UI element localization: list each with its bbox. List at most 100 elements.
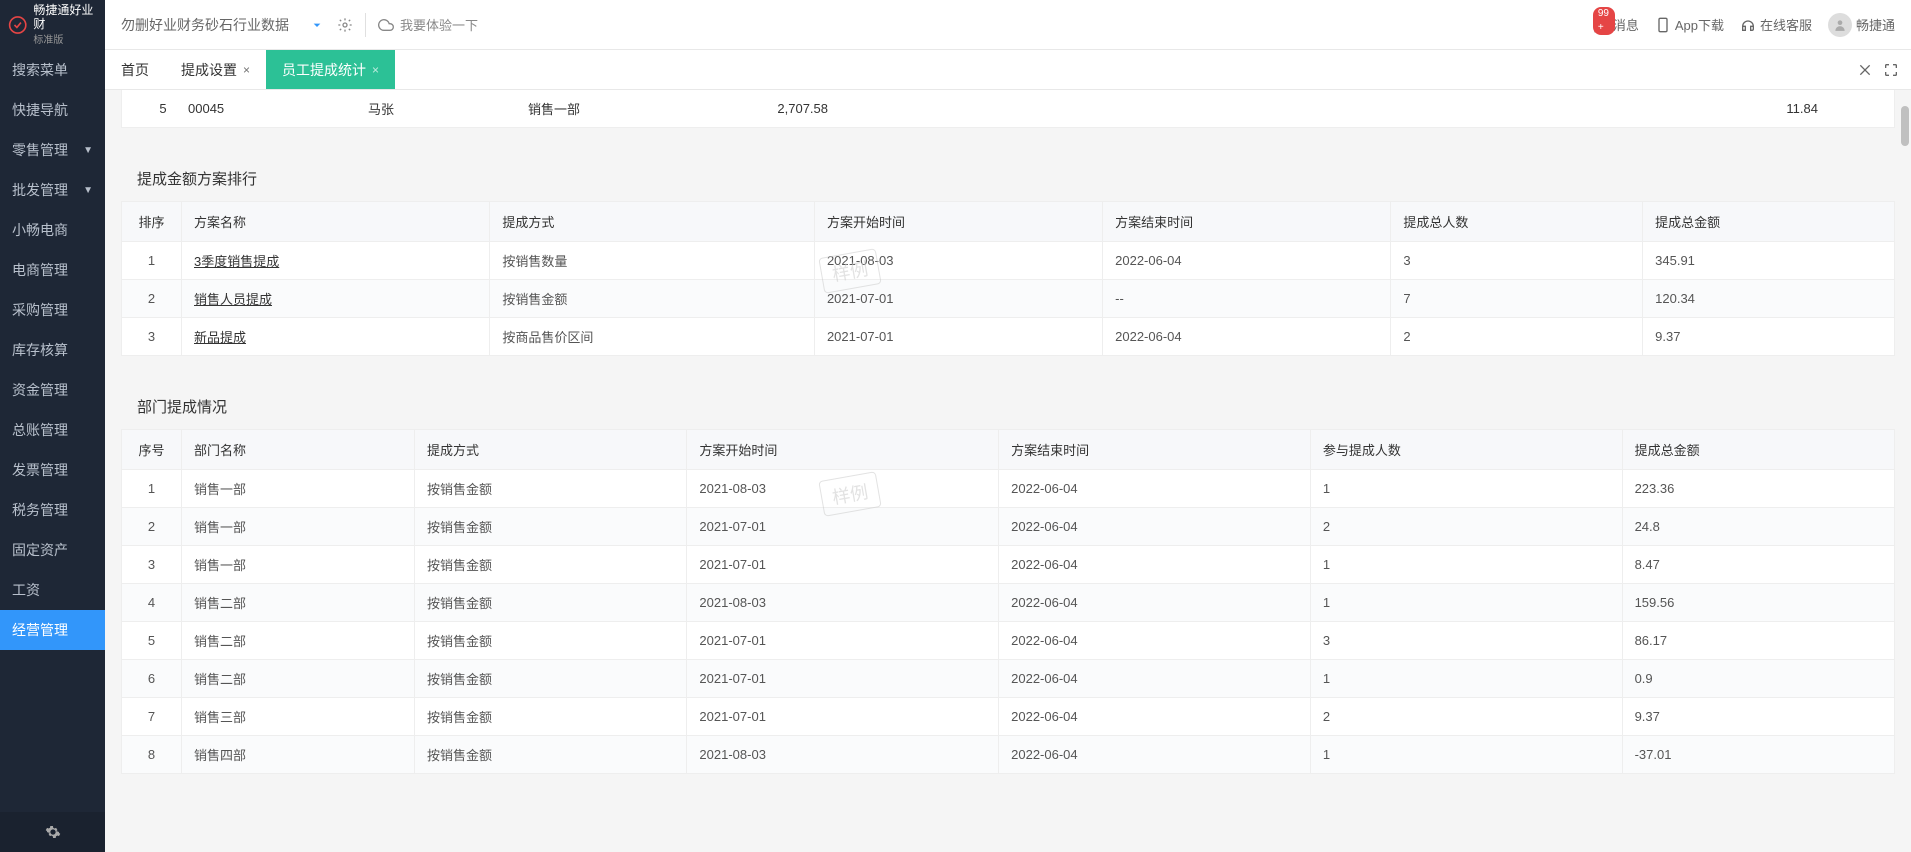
app-edition: 标准版 [33,31,97,46]
sidebar-item-label: 资金管理 [12,380,68,400]
cell-rank: 3 [122,318,182,356]
plan-link[interactable]: 3季度销售提成 [194,254,279,269]
cloud-icon [378,17,394,33]
table-row: 3新品提成按商品售价区间2021-07-012022-06-0429.37 [122,318,1895,356]
table-row: 6销售二部按销售金额2021-07-012022-06-0410.9 [122,660,1895,698]
cell-people: 2 [1310,508,1622,546]
column-header: 序号 [122,430,182,470]
divider [365,13,366,37]
cell-amount: 9.37 [1622,698,1894,736]
cell-end: 2022-06-04 [999,508,1311,546]
sidebar-item-13[interactable]: 工资 [0,570,105,610]
table-row: 2销售一部按销售金额2021-07-012022-06-04224.8 [122,508,1895,546]
cell-start: 2021-07-01 [687,508,999,546]
sidebar-item-14[interactable]: 经营管理 [0,610,105,650]
cell-method: 按销售金额 [415,584,687,622]
cell-rank: 8 [122,736,182,774]
cell-end: 2022-06-04 [1103,242,1391,280]
cell-people: 1 [1310,584,1622,622]
sidebar-item-label: 发票管理 [12,460,68,480]
sidebar-item-5[interactable]: 电商管理 [0,250,105,290]
plan-link[interactable]: 销售人员提成 [194,292,272,307]
tab-1[interactable]: 提成设置 × [165,50,266,89]
cell-end: 2022-06-04 [999,584,1311,622]
cell-start: 2021-08-03 [687,584,999,622]
cell-amount: 120.34 [1643,280,1895,318]
column-header: 提成方式 [415,430,687,470]
settings-icon[interactable] [337,17,353,33]
cell-people: 2 [1310,698,1622,736]
plans-table: 排序方案名称提成方式方案开始时间方案结束时间提成总人数提成总金额 13季度销售提… [121,201,1895,356]
close-icon[interactable]: × [243,63,250,77]
sidebar-item-10[interactable]: 发票管理 [0,450,105,490]
cell-people: 1 [1310,546,1622,584]
cell-people: 2 [1391,318,1643,356]
fullscreen-icon[interactable] [1883,62,1899,78]
main: 勿删好业财务砂石行业数据 我要体验一下 消息 99 + App下载 [105,0,1911,852]
sidebar-item-3[interactable]: 批发管理▼ [0,170,105,210]
cell-start: 2021-07-01 [814,280,1102,318]
settings-button[interactable] [0,812,105,852]
sidebar-item-label: 库存核算 [12,340,68,360]
dept-cell: 销售一部 [528,99,688,118]
sidebar-item-8[interactable]: 资金管理 [0,370,105,410]
sidebar-item-2[interactable]: 零售管理▼ [0,130,105,170]
sidebar-item-11[interactable]: 税务管理 [0,490,105,530]
cell-name: 销售二部 [182,584,415,622]
cell-amount: 9.37 [1643,318,1895,356]
sidebar-item-7[interactable]: 库存核算 [0,330,105,370]
cell-name: 销售一部 [182,546,415,584]
download-link[interactable]: App下载 [1655,15,1724,34]
sidebar-item-6[interactable]: 采购管理 [0,290,105,330]
tab-label: 提成设置 [181,60,237,80]
experience-link[interactable]: 我要体验一下 [378,15,478,34]
cell-rank: 5 [122,622,182,660]
logo-icon [8,14,27,36]
table-row: 1销售一部按销售金额2021-08-032022-06-041223.36 [122,470,1895,508]
content: 5 00045 马张 销售一部 2,707.58 11.84 提成金额方案排行 … [105,90,1911,852]
sidebar-item-4[interactable]: 小畅电商 [0,210,105,250]
sidebar-item-1[interactable]: 快捷导航 [0,90,105,130]
tab-label: 首页 [121,60,149,80]
column-header: 参与提成人数 [1310,430,1622,470]
messages-link[interactable]: 消息 99 + [1593,15,1639,34]
close-all-icon[interactable] [1857,62,1873,78]
table-row: 13季度销售提成按销售数量2021-08-032022-06-043345.91 [122,242,1895,280]
sidebar-item-12[interactable]: 固定资产 [0,530,105,570]
table-row: 8销售四部按销售金额2021-08-032022-06-041-37.01 [122,736,1895,774]
cell-people: 3 [1310,622,1622,660]
cell-start: 2021-07-01 [687,546,999,584]
column-header: 方案名称 [182,202,490,242]
plan-link[interactable]: 新品提成 [194,330,246,345]
sidebar-item-0[interactable]: 搜索菜单 [0,50,105,90]
sidebar-item-label: 快捷导航 [12,100,68,120]
user-menu[interactable]: 畅捷通 [1828,13,1895,37]
cell-people: 3 [1391,242,1643,280]
tab-2[interactable]: 员工提成统计 × [266,50,395,89]
column-header: 提成总金额 [1643,202,1895,242]
cell-name: 销售一部 [182,470,415,508]
table-row: 3销售一部按销售金额2021-07-012022-06-0418.47 [122,546,1895,584]
service-link[interactable]: 在线客服 [1740,15,1812,34]
chevron-down-icon[interactable] [309,17,325,33]
cell-method: 按销售金额 [415,736,687,774]
column-header: 提成总金额 [1622,430,1894,470]
close-icon[interactable]: × [372,63,379,77]
cell-name: 销售二部 [182,660,415,698]
cell-method: 按销售金额 [415,622,687,660]
cell-name: 3季度销售提成 [182,242,490,280]
cell-amount: 345.91 [1643,242,1895,280]
sidebar-item-label: 零售管理 [12,140,68,160]
column-header: 方案开始时间 [814,202,1102,242]
sidebar-item-9[interactable]: 总账管理 [0,410,105,450]
cell-end: -- [1103,280,1391,318]
tabs-actions [1845,50,1911,89]
tab-label: 员工提成统计 [282,60,366,80]
tab-0[interactable]: 首页 [105,50,165,89]
column-header: 部门名称 [182,430,415,470]
scrollbar[interactable] [1901,106,1909,146]
cell-name: 销售人员提成 [182,280,490,318]
cell-amount: 86.17 [1622,622,1894,660]
header: 勿删好业财务砂石行业数据 我要体验一下 消息 99 + App下载 [105,0,1911,50]
table-row: 4销售二部按销售金额2021-08-032022-06-041159.56 [122,584,1895,622]
